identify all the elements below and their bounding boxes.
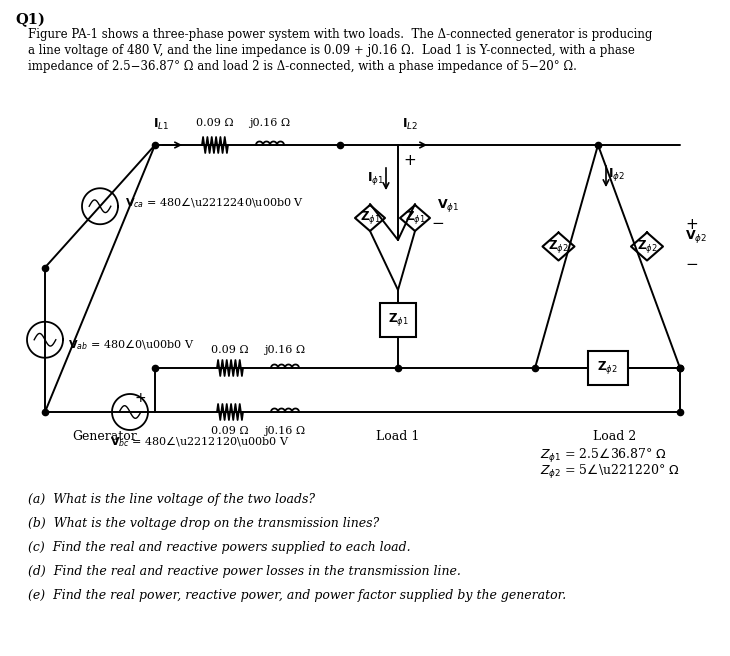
Text: $\mathbf{I}_{\phi1}$: $\mathbf{I}_{\phi1}$ xyxy=(366,171,384,188)
Text: (b)  What is the voltage drop on the transmission lines?: (b) What is the voltage drop on the tran… xyxy=(28,517,380,530)
Text: $\mathbf{Z}_{\phi1}$: $\mathbf{Z}_{\phi1}$ xyxy=(404,209,426,226)
Text: +: + xyxy=(403,153,416,168)
Text: $\mathbf{V}_{ca}$ = 480$\angle$\u2212240\u00b0 V: $\mathbf{V}_{ca}$ = 480$\angle$\u2212240… xyxy=(125,195,304,209)
Text: (c)  Find the real and reactive powers supplied to each load.: (c) Find the real and reactive powers su… xyxy=(28,541,410,554)
Text: $\mathbf{Z}_{\phi2}$: $\mathbf{Z}_{\phi2}$ xyxy=(637,238,657,255)
Text: −: − xyxy=(685,257,698,272)
Text: +: + xyxy=(685,217,698,232)
Text: Generator: Generator xyxy=(72,430,137,443)
Text: Figure PA-1 shows a three-phase power system with two loads.  The Δ-connected ge: Figure PA-1 shows a three-phase power sy… xyxy=(28,28,653,41)
Text: 0.09 Ω: 0.09 Ω xyxy=(196,118,234,128)
Text: −: − xyxy=(431,216,444,230)
Text: Load 1: Load 1 xyxy=(376,430,420,443)
Text: $\mathbf{V}_{\phi2}$: $\mathbf{V}_{\phi2}$ xyxy=(685,228,707,245)
Text: j0.16 Ω: j0.16 Ω xyxy=(264,426,306,436)
Text: $\mathbf{Z}_{\phi2}$: $\mathbf{Z}_{\phi2}$ xyxy=(548,238,569,255)
Text: j0.16 Ω: j0.16 Ω xyxy=(264,345,306,355)
Text: $Z_{\phi2}$ = 5$\angle$\u221220° $\Omega$: $Z_{\phi2}$ = 5$\angle$\u221220° $\Omega… xyxy=(540,463,680,481)
Text: $\mathbf{V}_{ab}$ = 480$\angle$0\u00b0 V: $\mathbf{V}_{ab}$ = 480$\angle$0\u00b0 V xyxy=(68,337,194,352)
Text: $\mathbf{I}_{\phi2}$: $\mathbf{I}_{\phi2}$ xyxy=(608,167,625,184)
Text: 0.09 Ω: 0.09 Ω xyxy=(211,345,249,355)
Text: a line voltage of 480 V, and the line impedance is 0.09 + j0.16 Ω.  Load 1 is Y-: a line voltage of 480 V, and the line im… xyxy=(28,44,635,57)
Text: $Z_{\phi1}$ = 2.5$\angle$36.87° $\Omega$: $Z_{\phi1}$ = 2.5$\angle$36.87° $\Omega$ xyxy=(540,447,666,465)
Text: 0.09 Ω: 0.09 Ω xyxy=(211,426,249,436)
Text: $\mathbf{Z}_{\phi1}$: $\mathbf{Z}_{\phi1}$ xyxy=(388,312,408,329)
Text: impedance of 2.5−36.87° Ω and load 2 is Δ-connected, with a phase impedance of 5: impedance of 2.5−36.87° Ω and load 2 is … xyxy=(28,60,577,73)
Bar xyxy=(380,303,416,337)
Text: Load 2: Load 2 xyxy=(593,430,637,443)
Text: $\mathbf{Z}_{\phi2}$: $\mathbf{Z}_{\phi2}$ xyxy=(597,359,618,377)
Text: (a)  What is the line voltage of the two loads?: (a) What is the line voltage of the two … xyxy=(28,493,315,506)
Text: Q1): Q1) xyxy=(15,13,45,28)
Text: +: + xyxy=(134,391,146,405)
Text: $\mathbf{I}_{L2}$: $\mathbf{I}_{L2}$ xyxy=(402,117,418,132)
Bar xyxy=(588,351,628,385)
Text: $\mathbf{V}_{\phi1}$: $\mathbf{V}_{\phi1}$ xyxy=(437,197,459,215)
Text: (e)  Find the real power, reactive power, and power factor supplied by the gener: (e) Find the real power, reactive power,… xyxy=(28,589,566,602)
Text: $\mathbf{V}_{bc}$ = 480$\angle$\u2212120\u00b0 V: $\mathbf{V}_{bc}$ = 480$\angle$\u2212120… xyxy=(110,434,289,449)
Text: $\mathbf{I}_{L1}$: $\mathbf{I}_{L1}$ xyxy=(153,117,169,132)
Text: $\mathbf{Z}_{\phi1}$: $\mathbf{Z}_{\phi1}$ xyxy=(360,209,380,226)
Text: j0.16 Ω: j0.16 Ω xyxy=(250,118,291,128)
Text: (d)  Find the real and reactive power losses in the transmission line.: (d) Find the real and reactive power los… xyxy=(28,565,461,578)
